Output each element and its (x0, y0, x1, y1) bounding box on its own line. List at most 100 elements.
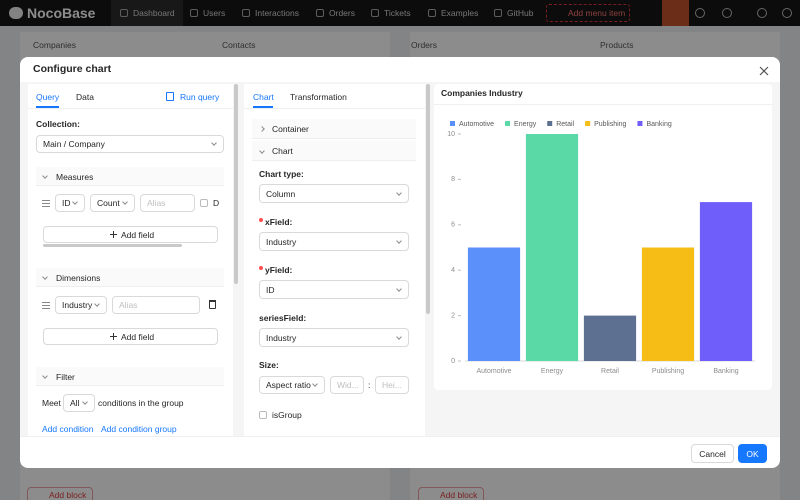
field-select-value: Industry (266, 236, 297, 247)
add-block-button[interactable] (418, 487, 484, 500)
menu-item[interactable]: Interactions (255, 8, 299, 18)
run-query-button[interactable]: Run query (180, 92, 220, 102)
tab[interactable]: Query (36, 92, 60, 102)
alias-input[interactable] (140, 194, 195, 212)
add-condition-group-link[interactable]: Add condition group (101, 424, 177, 434)
is-group-checkbox[interactable] (259, 411, 267, 419)
field-label: Chart type: (259, 169, 304, 179)
distinct-checkbox[interactable] (200, 199, 208, 207)
add-field-button[interactable] (43, 226, 218, 243)
cancel-label: Cancel (699, 448, 726, 459)
aggregation-select[interactable] (90, 194, 135, 212)
modal-title: Configure chart (33, 63, 112, 75)
column-header: Products (600, 40, 634, 50)
menu-item[interactable]: Dashboard (133, 8, 175, 18)
legend-swatch (450, 121, 455, 126)
section-header[interactable] (36, 367, 224, 386)
field-select[interactable] (259, 328, 409, 347)
size-mode-select[interactable] (259, 376, 325, 394)
tab[interactable]: Transformation (290, 92, 347, 102)
toolbar-icon[interactable] (722, 8, 732, 18)
width-input[interactable] (330, 376, 364, 394)
drag-handle (42, 302, 50, 303)
menu-item[interactable]: Tickets (384, 8, 411, 18)
menu-item[interactable]: Orders (329, 8, 355, 18)
add-menu-item-label: Add menu item (568, 8, 626, 18)
section-title: Filter (56, 371, 75, 382)
delete-icon[interactable] (209, 300, 216, 309)
size-label: Size: (259, 360, 279, 370)
cancel-button[interactable] (691, 444, 734, 463)
drag-handle (42, 308, 50, 309)
tab-ink (253, 106, 273, 108)
field-select[interactable] (259, 280, 409, 299)
menu-icon (371, 9, 379, 17)
alias-input-value: Alias (147, 198, 166, 208)
y-tick-label: 6 (451, 222, 455, 229)
x-tick-label: Publishing (652, 368, 684, 375)
plus-icon (113, 333, 114, 340)
alias-input[interactable] (112, 296, 200, 314)
column-header: Orders (411, 40, 437, 50)
toolbar-icon[interactable] (782, 8, 792, 18)
width-input-value: Wid... (337, 380, 359, 390)
add-condition-link[interactable]: Add condition (42, 424, 94, 434)
field-select-value: Industry (62, 300, 93, 310)
drag-handle (42, 206, 50, 207)
filter-meet: Meet (42, 398, 61, 408)
close-icon (759, 66, 769, 76)
section-header[interactable] (36, 167, 224, 186)
plus-icon (113, 231, 114, 238)
distinct-label: D (213, 198, 220, 208)
menu-icon (494, 9, 502, 17)
toolbar-icon[interactable] (757, 8, 767, 18)
section-title: Measures (56, 171, 94, 182)
height-input-value: Hei... (382, 380, 402, 390)
add-field-button[interactable] (43, 328, 218, 345)
ok-button[interactable] (738, 444, 767, 463)
h-scrollbar (43, 244, 182, 247)
size-mode-select-value: Aspect ratio (266, 380, 311, 390)
height-input[interactable] (375, 376, 409, 394)
section-title: Dimensions (56, 272, 101, 283)
menu-item[interactable]: Users (203, 8, 226, 18)
field-select[interactable] (55, 194, 85, 212)
tab[interactable]: Data (76, 92, 94, 102)
tab-divider (28, 108, 233, 109)
tab[interactable]: Chart (253, 92, 274, 102)
y-tick-label: 2 (451, 312, 455, 319)
legend-label: Energy (514, 121, 537, 128)
chart-title: Companies Industry (441, 88, 523, 98)
field-select[interactable] (259, 232, 409, 251)
toolbar-icon[interactable] (695, 8, 705, 18)
alias-input-value: Alias (119, 300, 138, 310)
field-select[interactable] (259, 184, 409, 203)
legend-label: Banking (646, 121, 671, 128)
add-menu-item-button[interactable] (546, 4, 630, 22)
collapse-header[interactable] (252, 141, 416, 161)
collapse-header[interactable] (252, 119, 416, 139)
scrollbar (234, 84, 238, 284)
close-button[interactable] (759, 66, 769, 76)
menu-item[interactable]: Examples (441, 8, 479, 18)
logic-select[interactable] (63, 394, 95, 412)
x-tick-label: Energy (541, 368, 564, 375)
aggregation-select-value: Count (97, 198, 120, 208)
field-label: seriesField: (259, 313, 307, 323)
column-header: Contacts (222, 40, 256, 50)
ui-editor-toggle[interactable] (662, 0, 689, 26)
card-divider (434, 104, 772, 105)
add-block-button[interactable] (27, 487, 93, 500)
field-select[interactable] (55, 296, 107, 314)
menu-icon (316, 9, 324, 17)
menu-item[interactable]: GitHub (507, 8, 534, 18)
collection-select[interactable] (36, 135, 224, 153)
y-tick-label: 8 (451, 176, 455, 183)
section-header[interactable] (36, 268, 224, 287)
x-tick-label: Retail (601, 368, 619, 375)
legend-label: Publishing (594, 121, 626, 128)
add-block-label: Add block (49, 490, 87, 500)
chart: 0 2 4 6 8 10 Automotive Energy Retail Publishing B… (447, 121, 755, 375)
menu-icon (190, 9, 198, 17)
